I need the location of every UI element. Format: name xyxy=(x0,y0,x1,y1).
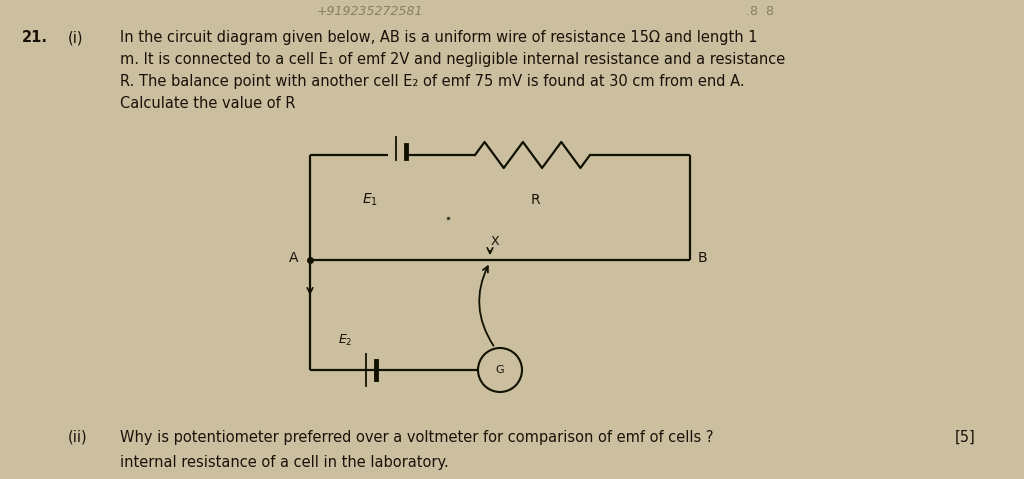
Text: Why is potentiometer preferred over a voltmeter for comparison of emf of cells ?: Why is potentiometer preferred over a vo… xyxy=(120,430,714,445)
Text: $E_2$: $E_2$ xyxy=(338,333,352,348)
Text: m. It is connected to a cell E₁ of emf 2V and negligible internal resistance and: m. It is connected to a cell E₁ of emf 2… xyxy=(120,52,785,67)
Text: R: R xyxy=(530,193,540,207)
Text: internal resistance of a cell in the laboratory.: internal resistance of a cell in the lab… xyxy=(120,455,449,470)
Text: In the circuit diagram given below, AB is a uniform wire of resistance 15Ω and l: In the circuit diagram given below, AB i… xyxy=(120,30,758,45)
Text: A: A xyxy=(289,251,298,265)
Text: +919235272581: +919235272581 xyxy=(316,5,423,18)
Text: (ii): (ii) xyxy=(68,430,88,445)
Text: X: X xyxy=(490,235,500,248)
Text: .8  8: .8 8 xyxy=(746,5,774,18)
Text: G: G xyxy=(496,365,504,375)
Text: (i): (i) xyxy=(68,30,84,45)
Text: B: B xyxy=(698,251,708,265)
Text: $E_1$: $E_1$ xyxy=(362,192,378,208)
Text: 21.: 21. xyxy=(22,30,48,45)
Text: R. The balance point with another cell E₂ of emf 75 mV is found at 30 cm from en: R. The balance point with another cell E… xyxy=(120,74,744,89)
Text: [5]: [5] xyxy=(955,430,976,445)
Text: Calculate the value of R: Calculate the value of R xyxy=(120,96,296,111)
